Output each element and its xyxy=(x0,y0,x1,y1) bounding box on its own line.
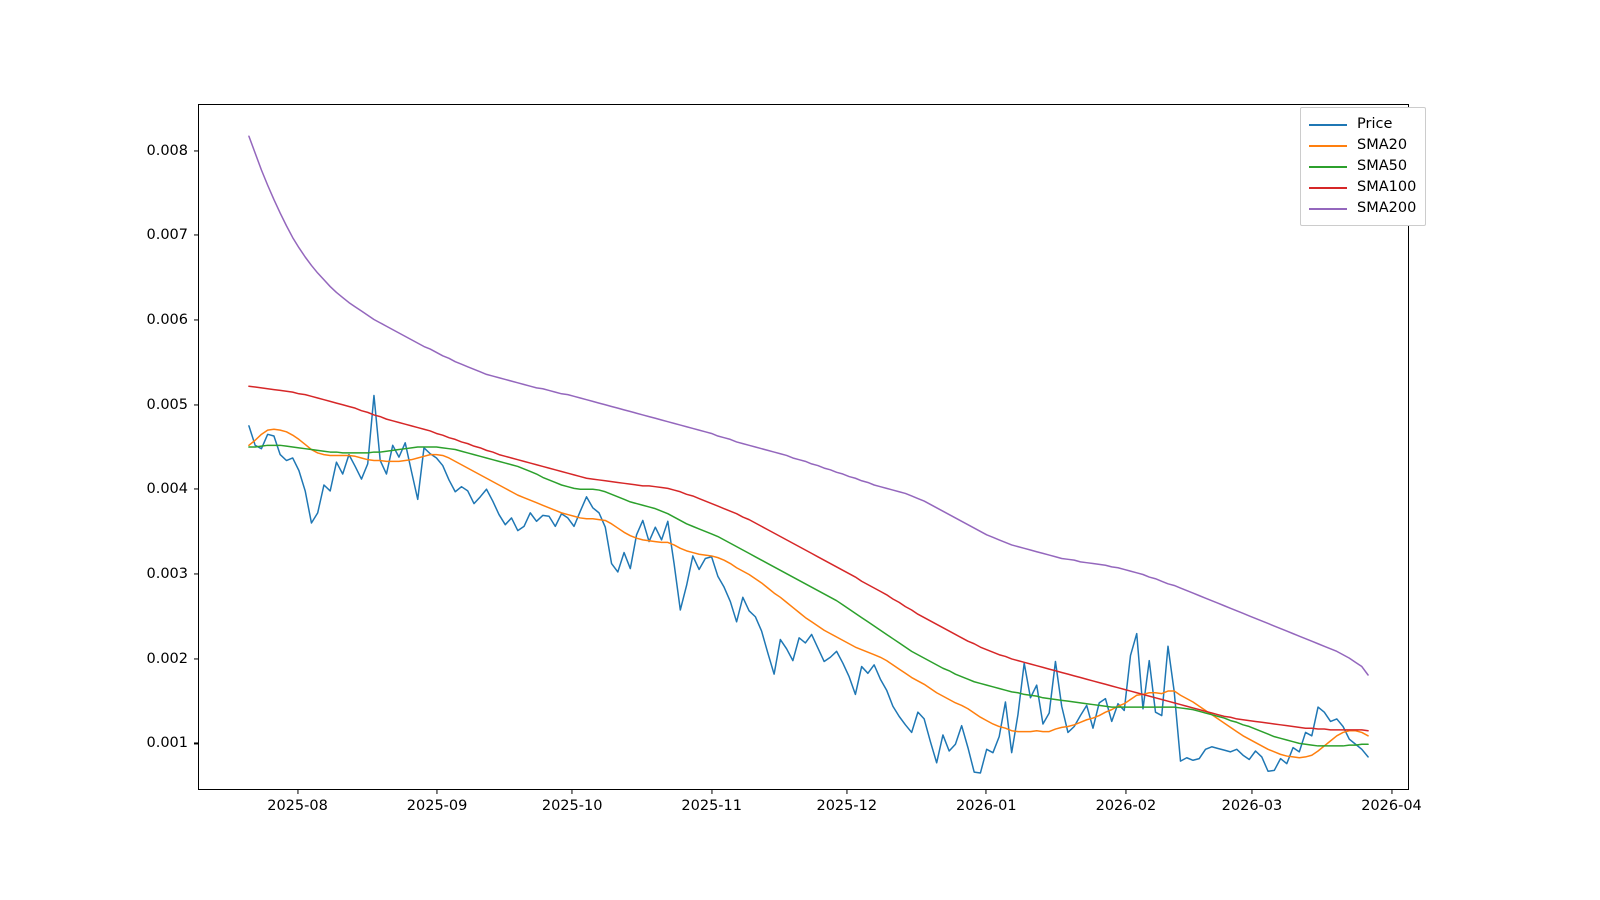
legend-label: SMA100 xyxy=(1357,179,1417,196)
plot-area xyxy=(198,104,1409,790)
legend-label: SMA200 xyxy=(1357,200,1417,217)
y-tick-label: 0.004 xyxy=(146,481,188,498)
chart-lines xyxy=(199,105,1408,789)
series-line-sma200 xyxy=(249,136,1368,675)
x-tick-label: 2026-03 xyxy=(1221,798,1283,814)
y-tick-mark xyxy=(193,319,198,321)
x-tick-mark xyxy=(571,789,573,794)
x-tick-label: 2026-04 xyxy=(1361,798,1422,814)
x-tick-mark xyxy=(1251,789,1253,794)
x-tick-mark xyxy=(985,789,987,794)
legend-swatch-icon xyxy=(1309,207,1347,210)
y-axis-tick-marks xyxy=(193,104,199,790)
y-tick-label: 0.008 xyxy=(146,142,188,159)
y-tick-mark xyxy=(193,573,198,575)
y-tick-mark xyxy=(193,234,198,236)
x-tick-mark xyxy=(1390,789,1393,794)
legend-item-sma20[interactable]: SMA20 xyxy=(1309,135,1416,156)
x-axis-tick-marks xyxy=(198,789,1409,795)
y-axis-tick-labels: 0.008 0.007 0.006 0.005 0.004 0.003 0.002 0.001 xyxy=(120,104,188,790)
x-axis-tick-labels: 2025-08 2025-09 2025-10 2025-11 2025-12 2026-… xyxy=(198,790,1422,830)
y-tick-label: 0.001 xyxy=(146,735,188,752)
legend-swatch-icon xyxy=(1309,144,1347,147)
legend-label: SMA50 xyxy=(1357,158,1408,175)
x-tick-mark xyxy=(1125,789,1127,794)
y-tick-label: 0.006 xyxy=(146,311,188,328)
y-tick-label: 0.002 xyxy=(146,650,188,667)
y-tick-label: 0.007 xyxy=(146,227,188,244)
y-tick-mark xyxy=(193,150,198,152)
legend-label: Price xyxy=(1357,116,1393,133)
x-tick-mark xyxy=(296,789,299,794)
legend-item-price[interactable]: Price xyxy=(1309,114,1416,135)
x-tick-label: 2025-10 xyxy=(541,798,603,814)
legend-swatch-icon xyxy=(1309,123,1347,126)
y-tick-mark xyxy=(193,658,198,660)
x-tick-label: 2025-09 xyxy=(406,798,468,814)
legend-item-sma100[interactable]: SMA100 xyxy=(1309,177,1416,198)
y-tick-mark xyxy=(193,404,198,406)
x-tick-mark xyxy=(846,789,848,794)
x-tick-label: 2025-11 xyxy=(681,798,742,814)
x-tick-label: 2026-01 xyxy=(956,798,1017,814)
x-tick-mark xyxy=(436,789,438,794)
x-tick-mark xyxy=(711,789,713,794)
series-line-sma50 xyxy=(249,445,1368,746)
y-tick-mark xyxy=(193,742,198,744)
series-line-sma20 xyxy=(249,429,1368,757)
x-tick-label: 2025-08 xyxy=(267,798,328,814)
series-line-sma100 xyxy=(249,386,1368,731)
legend-swatch-icon xyxy=(1309,186,1347,189)
chart-legend: Price SMA20 SMA50 SMA100 SMA200 xyxy=(1300,107,1427,226)
legend-label: SMA20 xyxy=(1357,137,1408,154)
legend-item-sma200[interactable]: SMA200 xyxy=(1309,198,1416,219)
x-tick-label: 2026-02 xyxy=(1095,798,1157,814)
series-line-price xyxy=(249,395,1368,772)
y-tick-label: 0.005 xyxy=(146,396,188,413)
x-tick-label: 2025-12 xyxy=(816,798,878,814)
y-tick-mark xyxy=(193,488,198,490)
y-tick-label: 0.003 xyxy=(146,566,188,583)
legend-item-sma50[interactable]: SMA50 xyxy=(1309,156,1416,177)
legend-swatch-icon xyxy=(1309,165,1347,168)
